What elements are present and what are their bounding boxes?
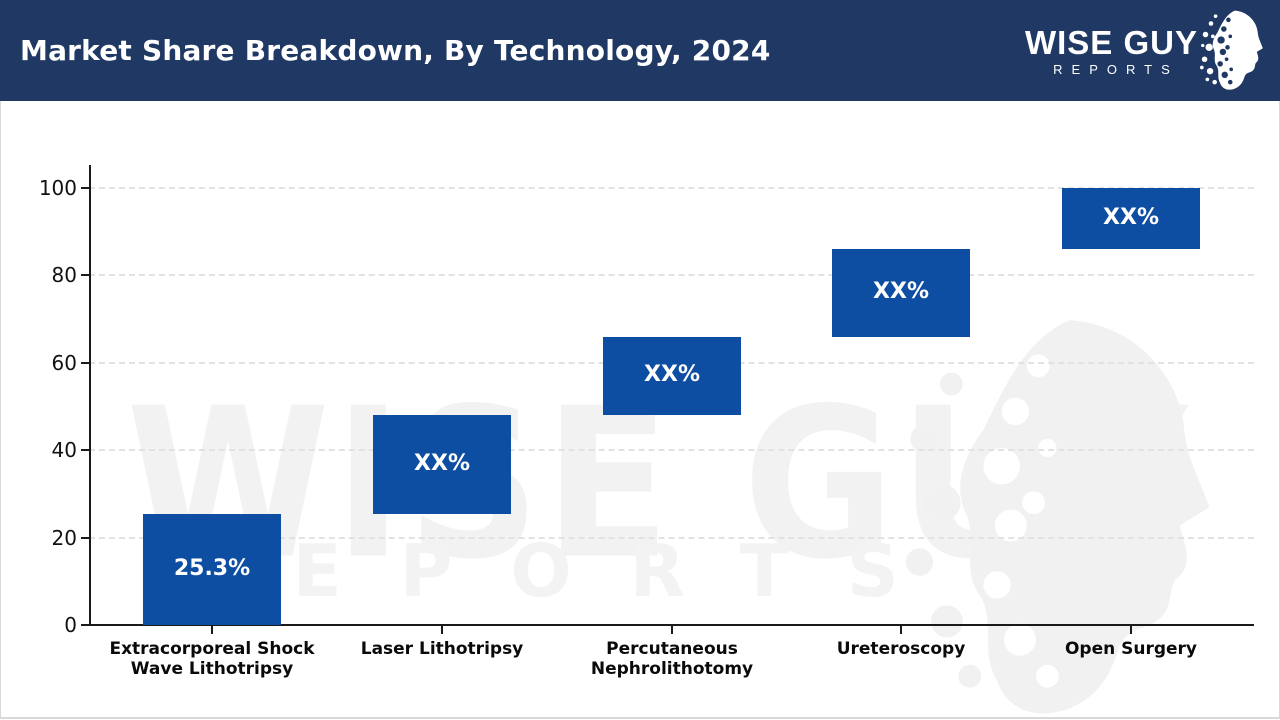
- wise-guy-reports-logo: WISE GUY REPORTS: [1025, 8, 1280, 94]
- bar: [1062, 188, 1200, 250]
- logo-text: WISE GUY REPORTS: [1025, 26, 1198, 76]
- x-category-label: Open Surgery: [1064, 639, 1198, 659]
- bar-value-label: XX%: [414, 450, 470, 476]
- y-gridline: [89, 187, 1254, 189]
- x-tick-mark: [441, 626, 443, 634]
- watermark-subtitle: REPORTS: [179, 529, 957, 613]
- y-tick-mark: [81, 536, 89, 539]
- x-category-label: Percutaneous Nephrolithotomy: [590, 639, 754, 679]
- y-tick-mark: [81, 449, 89, 452]
- y-tick-label: 60: [51, 350, 77, 375]
- y-axis-line: [89, 165, 91, 625]
- x-category-label: Ureteroscopy: [836, 639, 966, 659]
- y-tick-label: 40: [51, 438, 77, 463]
- header-bar: Market Share Breakdown, By Technology, 2…: [0, 0, 1280, 101]
- head-profile-dots-icon: [1200, 10, 1263, 90]
- watermark-head-profile: [905, 320, 1210, 714]
- y-tick-mark: [81, 274, 89, 277]
- x-axis-line: [89, 624, 1254, 626]
- y-tick-label: 80: [51, 263, 77, 288]
- y-gridline: [89, 274, 1254, 277]
- bar: [603, 336, 741, 416]
- page-title: Market Share Breakdown, By Technology, 2…: [20, 34, 771, 67]
- y-gridline: [89, 449, 1254, 452]
- logo-subtitle: REPORTS: [1053, 61, 1179, 77]
- bar-value-label: XX%: [644, 361, 700, 387]
- x-tick-mark: [1130, 626, 1132, 634]
- bar-value-label: XX%: [873, 278, 929, 304]
- y-tick-mark: [81, 187, 89, 189]
- y-tick-label: 100: [38, 176, 77, 200]
- y-tick-mark: [81, 361, 89, 364]
- x-tick-mark: [900, 626, 902, 634]
- chart-canvas: WISE GUY REPORTS 0 20 40 60 80 100 25.3% Extrac…: [0, 101, 1280, 719]
- bar: [143, 514, 281, 625]
- y-gridline: [89, 536, 1254, 539]
- bar: [832, 249, 970, 337]
- x-category-label: Laser Lithotripsy: [360, 639, 524, 659]
- x-category-label: Extracorporeal Shock Wave Lithotripsy: [109, 639, 315, 679]
- x-tick-mark: [671, 626, 673, 634]
- y-tick-mark: [81, 624, 89, 626]
- y-tick-label: 20: [51, 525, 77, 550]
- x-tick-mark: [211, 626, 213, 634]
- bar-value-label: XX%: [1103, 204, 1159, 230]
- bar-value-label: 25.3%: [173, 555, 251, 581]
- y-tick-label: 0: [64, 613, 77, 637]
- bar: [373, 415, 511, 515]
- logo-wordmark: WISE GUY: [1024, 23, 1198, 61]
